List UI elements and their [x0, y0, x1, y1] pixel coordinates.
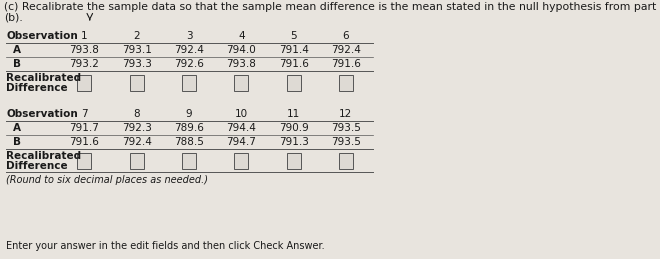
Text: 793.5: 793.5 [331, 123, 361, 133]
FancyBboxPatch shape [339, 153, 353, 169]
FancyBboxPatch shape [234, 153, 248, 169]
FancyBboxPatch shape [286, 75, 301, 91]
FancyBboxPatch shape [77, 153, 91, 169]
Text: 794.4: 794.4 [226, 123, 256, 133]
Text: Recalibrated: Recalibrated [6, 151, 81, 161]
Text: 12: 12 [339, 109, 352, 119]
Text: 9: 9 [185, 109, 192, 119]
Text: (Round to six decimal places as needed.): (Round to six decimal places as needed.) [6, 175, 209, 185]
Text: 788.5: 788.5 [174, 137, 204, 147]
Text: B: B [13, 59, 21, 69]
Text: 789.6: 789.6 [174, 123, 204, 133]
Text: 792.3: 792.3 [121, 123, 152, 133]
FancyBboxPatch shape [339, 75, 353, 91]
Text: 7: 7 [81, 109, 88, 119]
Text: 791.6: 791.6 [279, 59, 308, 69]
Text: 792.6: 792.6 [174, 59, 204, 69]
Text: 5: 5 [290, 31, 297, 41]
Text: (c) Recalibrate the sample data so that the sample mean difference is the mean s: (c) Recalibrate the sample data so that … [4, 2, 656, 12]
Text: Difference: Difference [6, 83, 68, 93]
Text: 792.4: 792.4 [121, 137, 152, 147]
Text: 791.6: 791.6 [331, 59, 361, 69]
Text: B: B [13, 137, 21, 147]
Text: Difference: Difference [6, 161, 68, 171]
Text: 791.4: 791.4 [279, 45, 308, 55]
Text: 794.0: 794.0 [226, 45, 256, 55]
Text: 791.6: 791.6 [69, 137, 99, 147]
Text: 792.4: 792.4 [331, 45, 361, 55]
FancyBboxPatch shape [129, 75, 144, 91]
Text: Recalibrated: Recalibrated [6, 73, 81, 83]
FancyBboxPatch shape [182, 75, 196, 91]
Text: Observation: Observation [6, 109, 78, 119]
FancyBboxPatch shape [286, 153, 301, 169]
Text: Observation: Observation [6, 31, 78, 41]
Text: 6: 6 [343, 31, 349, 41]
Text: 791.7: 791.7 [69, 123, 99, 133]
Text: 793.8: 793.8 [226, 59, 256, 69]
Text: A: A [13, 45, 21, 55]
Text: 793.5: 793.5 [331, 137, 361, 147]
Text: 791.3: 791.3 [279, 137, 308, 147]
Text: 11: 11 [287, 109, 300, 119]
Text: 10: 10 [235, 109, 248, 119]
FancyBboxPatch shape [77, 75, 91, 91]
Text: 792.4: 792.4 [174, 45, 204, 55]
Text: 793.8: 793.8 [69, 45, 99, 55]
Text: 8: 8 [133, 109, 140, 119]
Text: 793.3: 793.3 [121, 59, 152, 69]
Text: 794.7: 794.7 [226, 137, 256, 147]
Text: 793.1: 793.1 [121, 45, 152, 55]
FancyBboxPatch shape [234, 75, 248, 91]
FancyBboxPatch shape [129, 153, 144, 169]
FancyBboxPatch shape [182, 153, 196, 169]
Text: 790.9: 790.9 [279, 123, 308, 133]
Text: 2: 2 [133, 31, 140, 41]
Text: 3: 3 [185, 31, 192, 41]
Text: A: A [13, 123, 21, 133]
Text: 1: 1 [81, 31, 88, 41]
Text: 4: 4 [238, 31, 245, 41]
Text: (b).: (b). [4, 12, 22, 22]
Text: Enter your answer in the edit fields and then click Check Answer.: Enter your answer in the edit fields and… [6, 241, 325, 251]
Text: 793.2: 793.2 [69, 59, 99, 69]
